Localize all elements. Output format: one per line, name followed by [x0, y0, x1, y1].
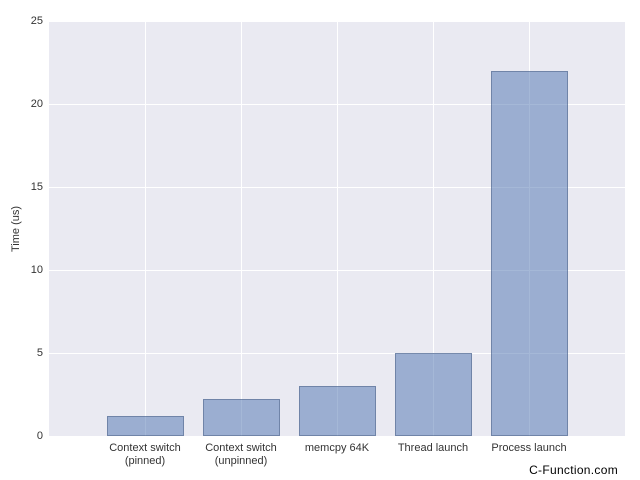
x-tick-label: Thread launch — [397, 442, 469, 454]
bar-3 — [299, 386, 376, 436]
gridline-vertical — [432, 21, 434, 436]
y-tick-label: 15 — [30, 181, 43, 193]
bar-4 — [395, 353, 472, 436]
gridline-horizontal — [49, 435, 625, 437]
y-tick-label: 20 — [30, 98, 43, 110]
x-tick-label: Context switch (pinned) — [109, 442, 181, 467]
gridline-vertical — [240, 21, 242, 436]
x-tick-label: Context switch (unpinned) — [205, 442, 277, 467]
plot-area — [49, 20, 625, 437]
watermark: C-Function.com — [529, 463, 618, 477]
bar-2 — [203, 399, 280, 436]
y-axis-label: Time (us) — [10, 205, 22, 252]
y-tick-label: 5 — [36, 347, 43, 359]
y-tick-label: 10 — [30, 264, 43, 276]
y-tick-label: 0 — [36, 430, 43, 442]
x-tick-label: Process launch — [491, 442, 567, 454]
gridline-vertical — [336, 21, 338, 436]
y-tick-label: 25 — [30, 15, 43, 27]
gridline-vertical — [144, 21, 146, 436]
bar-5 — [491, 70, 568, 436]
bar-1 — [107, 416, 184, 436]
x-tick-label: memcpy 64K — [304, 442, 370, 454]
